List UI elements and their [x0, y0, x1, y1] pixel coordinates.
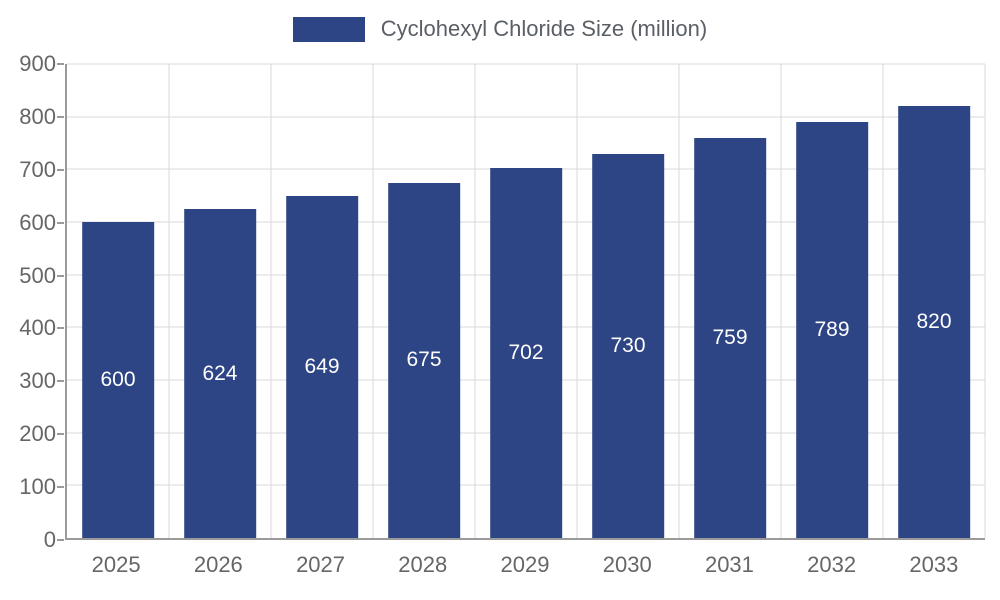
bar: 624 — [184, 209, 256, 538]
gridline-vertical — [882, 64, 884, 538]
bar: 820 — [898, 106, 970, 538]
gridline-vertical — [372, 64, 374, 538]
bar-value-label: 600 — [100, 368, 136, 391]
bar: 600 — [82, 222, 154, 538]
gridline-vertical — [168, 64, 170, 538]
y-axis-tick-mark — [57, 327, 64, 330]
y-axis-tick-label: 900 — [19, 51, 56, 76]
y-axis-tick-label: 400 — [19, 315, 56, 341]
y-axis-tick-mark — [57, 433, 64, 436]
bar: 759 — [694, 138, 766, 538]
y-axis-tick-label: 600 — [19, 209, 56, 235]
bar-value-label: 730 — [610, 333, 646, 357]
y-axis-tick-label: 700 — [19, 156, 56, 182]
y-axis-tick-mark — [57, 539, 64, 541]
y-axis-tick-label: 0 — [43, 527, 56, 552]
legend-swatch — [292, 16, 365, 42]
gridline-vertical — [780, 64, 782, 538]
x-axis-tick-label: 2026 — [193, 552, 243, 577]
bar: 702 — [490, 168, 562, 538]
y-axis-tick-mark — [57, 486, 64, 489]
bar-value-label: 789 — [814, 318, 850, 342]
y-axis-tick-label: 200 — [19, 421, 56, 447]
y-axis-tick-mark — [57, 274, 64, 277]
x-axis-tick-label: 2031 — [704, 552, 754, 577]
bar-value-label: 759 — [712, 326, 748, 350]
gridline-horizontal — [67, 116, 985, 118]
y-axis-tick-label: 800 — [19, 103, 56, 129]
x-axis-tick-label: 2025 — [91, 552, 141, 577]
bar-value-label: 702 — [508, 341, 544, 365]
bar: 675 — [388, 182, 460, 538]
bar-value-label: 820 — [916, 310, 952, 334]
x-axis-tick-label: 2029 — [500, 552, 550, 577]
x-axis: 2025 2026 2027 2028 2029 2030 2031 2032 2033 — [65, 552, 985, 586]
y-axis-tick-label: 300 — [19, 368, 56, 394]
gridline-horizontal — [67, 63, 985, 65]
y-axis-tick-mark — [57, 221, 64, 224]
gridline-vertical — [984, 64, 986, 538]
x-axis-tick-label: 2032 — [807, 552, 857, 577]
y-axis: 0 100 200 300 400 500 600 700 800 900 — [0, 53, 64, 551]
bar: 649 — [286, 196, 358, 538]
x-axis-tick-label: 2030 — [602, 552, 652, 577]
plot-area: 600 624 649 675 702 730 759 789 820 — [65, 63, 986, 540]
gridline-vertical — [678, 64, 680, 538]
gridline-vertical — [474, 64, 476, 538]
y-axis-tick-mark — [57, 380, 64, 383]
legend: Cyclohexyl Chloride Size (million) — [0, 16, 1000, 42]
gridline-vertical — [270, 64, 272, 538]
gridline-vertical — [576, 64, 578, 538]
legend-label: Cyclohexyl Chloride Size (million) — [380, 16, 708, 41]
bar: 789 — [796, 122, 868, 538]
bar-value-label: 624 — [202, 361, 238, 385]
bar: 730 — [592, 153, 664, 538]
y-axis-tick-mark — [57, 115, 64, 118]
y-axis-tick-label: 500 — [19, 262, 56, 288]
y-axis-tick-mark — [57, 168, 64, 171]
x-axis-tick-label: 2027 — [296, 552, 346, 577]
bar-value-label: 675 — [406, 348, 442, 372]
bar-value-label: 649 — [304, 355, 340, 379]
x-axis-tick-label: 2033 — [909, 552, 959, 577]
x-axis-tick-label: 2028 — [398, 552, 448, 577]
y-axis-tick-label: 100 — [19, 474, 56, 500]
y-axis-tick-mark — [57, 63, 64, 65]
